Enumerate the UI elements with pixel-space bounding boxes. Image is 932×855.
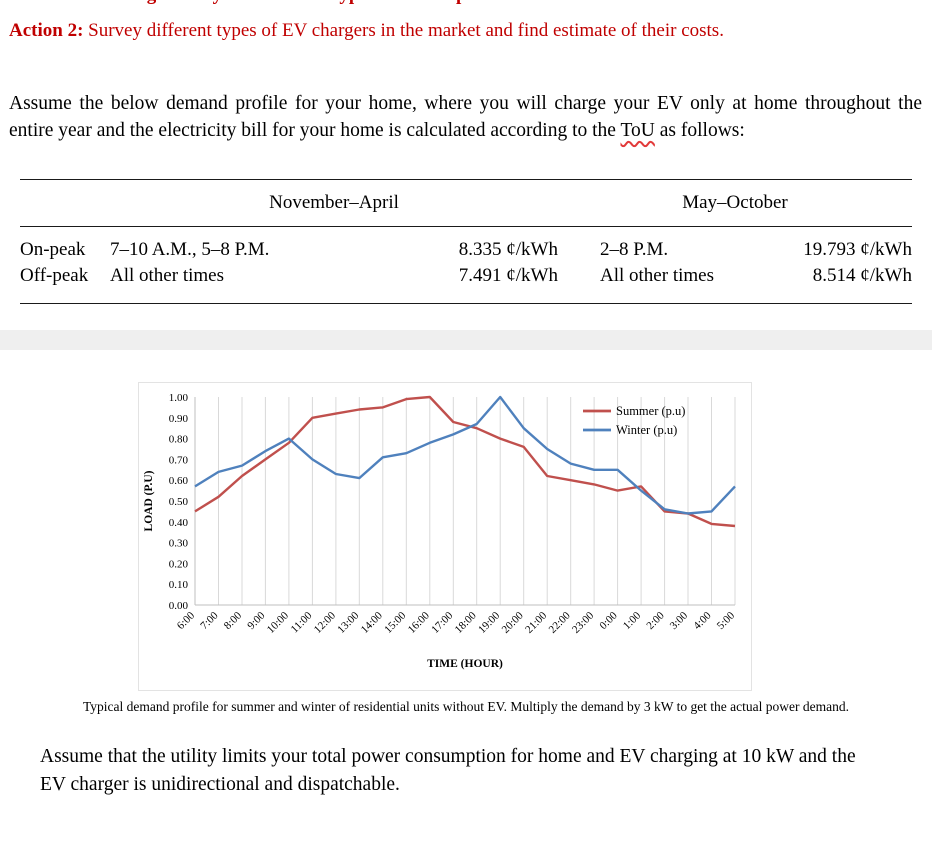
svg-text:15:00: 15:00 <box>382 609 409 636</box>
svg-text:TIME (HOUR): TIME (HOUR) <box>427 658 503 670</box>
assumption-paragraph: Assume that the utility limits your tota… <box>40 746 856 795</box>
demand-chart-svg: 0.00 0.10 0.20 0.30 0.40 0.50 0.60 0.70 0.80 0.90… <box>141 385 749 690</box>
svg-text:11:00: 11:00 <box>289 609 315 635</box>
svg-text:1:00: 1:00 <box>621 609 644 632</box>
svg-text:0.70: 0.70 <box>169 454 189 466</box>
demand-profile-chart: 0.00 0.10 0.20 0.30 0.40 0.50 0.60 0.70 0.80 0.90… <box>138 382 752 692</box>
table-bottom-rule <box>20 303 912 305</box>
row-label: Off-peak <box>20 265 89 287</box>
svg-text:LOAD (P.U): LOAD (P.U) <box>143 470 155 531</box>
nov-apr-rate: 7.491 ¢/kWh <box>458 265 558 287</box>
svg-text:2:00: 2:00 <box>644 609 667 632</box>
may-oct-rate: 8.514 ¢/kWh <box>812 265 912 287</box>
may-oct-rate: 19.793 ¢/kWh <box>803 239 912 261</box>
svg-text:0.20: 0.20 <box>169 558 189 570</box>
svg-text:20:00: 20:00 <box>500 609 527 636</box>
table-mid-rule <box>20 226 912 228</box>
svg-text:21:00: 21:00 <box>523 609 550 636</box>
tou-term-spellcheck: ToU <box>620 120 655 142</box>
svg-text:13:00: 13:00 <box>335 609 362 636</box>
header-november-april: November–April <box>269 192 399 214</box>
intro-paragraph: Assume the below demand profile for your… <box>0 90 932 145</box>
svg-text:Summer (p.u): Summer (p.u) <box>616 404 685 418</box>
action-2-text: Survey different types of EV chargers in… <box>83 20 724 41</box>
svg-text:0.90: 0.90 <box>169 413 189 425</box>
svg-text:12:00: 12:00 <box>312 609 339 636</box>
svg-text:0.60: 0.60 <box>169 475 189 487</box>
svg-text:0.00: 0.00 <box>169 600 189 612</box>
svg-text:0.50: 0.50 <box>169 496 189 508</box>
svg-text:22:00: 22:00 <box>547 609 574 636</box>
svg-text:8:00: 8:00 <box>222 609 245 632</box>
svg-text:0.40: 0.40 <box>169 517 189 529</box>
svg-text:Winter (p.u): Winter (p.u) <box>616 423 677 437</box>
svg-text:7:00: 7:00 <box>198 609 221 632</box>
svg-text:17:00: 17:00 <box>429 609 456 636</box>
svg-text:14:00: 14:00 <box>359 609 386 636</box>
table-body: On-peak 7–10 A.M., 5–8 P.M. 8.335 ¢/kWh … <box>20 227 912 303</box>
intro-text-after: as follows: <box>654 120 745 142</box>
table-row-on-peak: On-peak 7–10 A.M., 5–8 P.M. 8.335 ¢/kWh … <box>20 237 912 263</box>
svg-text:23:00: 23:00 <box>570 609 597 636</box>
svg-text:0.80: 0.80 <box>169 434 189 446</box>
page-break-band <box>0 330 932 351</box>
document-page: The costs of chargers vary based on the … <box>0 0 932 795</box>
table-header-row: November–April May–October <box>20 180 912 226</box>
svg-text:4:00: 4:00 <box>691 609 714 632</box>
svg-text:6:00: 6:00 <box>175 609 198 632</box>
svg-text:0.30: 0.30 <box>169 538 189 550</box>
table-row-off-peak: Off-peak All other times 7.491 ¢/kWh All… <box>20 263 912 289</box>
svg-text:19:00: 19:00 <box>476 609 503 636</box>
nov-apr-rate: 8.335 ¢/kWh <box>458 239 558 261</box>
row-label: On-peak <box>20 239 86 261</box>
action-2-label: Action 2: <box>9 20 84 41</box>
chart-caption: Typical demand profile for summer and wi… <box>83 699 849 715</box>
svg-text:1.00: 1.00 <box>169 392 189 404</box>
svg-text:0:00: 0:00 <box>597 609 620 632</box>
nov-apr-time: 7–10 A.M., 5–8 P.M. <box>110 239 270 261</box>
may-oct-time: 2–8 P.M. <box>600 239 669 261</box>
svg-text:9:00: 9:00 <box>245 609 268 632</box>
svg-text:3:00: 3:00 <box>668 609 691 632</box>
nov-apr-time: All other times <box>110 265 224 287</box>
action-2-line: Action 2: Survey different types of EV c… <box>0 10 932 44</box>
cutoff-text: The costs of chargers vary based on the … <box>9 0 932 6</box>
tou-rates-table: November–April May–October On-peak 7–10 … <box>20 179 912 305</box>
svg-text:18:00: 18:00 <box>453 609 480 636</box>
header-may-october: May–October <box>682 192 788 214</box>
table-top-rule <box>20 179 912 181</box>
svg-text:10:00: 10:00 <box>265 609 292 636</box>
svg-text:0.10: 0.10 <box>169 579 189 591</box>
intro-text-before: Assume the below demand profile for your… <box>9 92 922 142</box>
svg-text:5:00: 5:00 <box>715 609 738 632</box>
cutoff-text-line: The costs of chargers vary based on the … <box>0 0 932 10</box>
may-oct-time: All other times <box>600 265 714 287</box>
svg-text:16:00: 16:00 <box>406 609 433 636</box>
